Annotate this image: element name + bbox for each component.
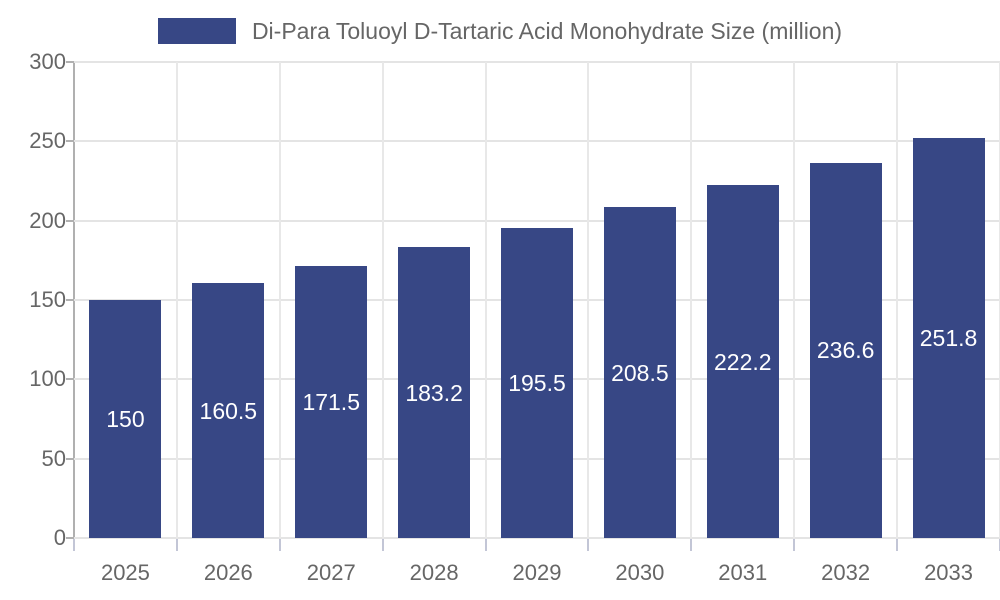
gridline-vertical: [175, 62, 178, 538]
gridline-vertical: [896, 62, 899, 538]
y-axis-tick-label: 200: [29, 207, 66, 233]
x-axis-tick-label: 2032: [821, 560, 871, 585]
x-axis-tick-label: 2030: [615, 560, 665, 585]
x-axis-tick-label: 2027: [306, 560, 356, 585]
legend-label: Di-Para Toluoyl D-Tartaric Acid Monohydr…: [251, 17, 843, 44]
bar-value-label: 195.5: [508, 369, 566, 396]
bar[interactable]: [192, 283, 265, 538]
x-axis-tick-mark: [587, 539, 590, 551]
x-axis-tick-mark: [484, 539, 487, 551]
bar[interactable]: [501, 227, 573, 538]
bar-value-label: 171.5: [302, 388, 360, 415]
bar-value-label: 150: [106, 406, 145, 432]
x-axis-tick-label: 2031: [718, 560, 768, 585]
x-axis-tick-label: 2028: [409, 560, 459, 585]
x-axis-tick-label: 2025: [100, 560, 150, 585]
gridline-vertical: [278, 62, 281, 538]
y-axis-tick-label: 150: [29, 287, 66, 312]
y-axis-tick-labels: 0 50 100 150 200 250 300: [0, 0, 74, 600]
bar-value-label: 236.6: [816, 337, 875, 364]
x-axis-tick-label: 2029: [512, 560, 562, 585]
x-axis-tick-mark: [381, 539, 384, 551]
y-axis-tick-label: 50: [41, 445, 66, 471]
x-axis-tick-mark: [690, 539, 693, 551]
y-axis-tick-label: 300: [29, 49, 66, 74]
bar[interactable]: [809, 162, 882, 538]
bar[interactable]: [398, 247, 471, 538]
gridline-vertical: [793, 62, 796, 538]
gridline-horizontal: [74, 219, 1000, 222]
gridline-horizontal: [74, 140, 1000, 143]
x-axis-tick-label: 2026: [203, 560, 253, 585]
y-axis-tick-mark: [66, 378, 74, 381]
y-axis-tick-label: 0: [53, 525, 66, 550]
y-axis-tick-mark: [66, 299, 74, 301]
y-axis-line: [73, 62, 75, 540]
bar-value-label: 222.2: [713, 348, 772, 375]
chart-legend: Di-Para Toluoyl D-Tartaric Acid Monohydr…: [0, 10, 1000, 52]
x-axis-tick-mark: [175, 539, 178, 551]
x-axis-tick-label: 2033: [924, 560, 974, 585]
bar-value-label: 208.5: [611, 359, 669, 386]
y-axis-tick-mark: [66, 537, 74, 539]
bar-value-label: 251.8: [919, 325, 978, 352]
bar[interactable]: [706, 185, 779, 538]
gridline-vertical: [690, 62, 693, 538]
bar[interactable]: [295, 265, 368, 538]
y-axis-tick-mark: [66, 140, 74, 143]
bar[interactable]: [603, 207, 676, 538]
y-axis-tick-label: 250: [29, 128, 66, 154]
legend-color-swatch[interactable]: [157, 18, 236, 44]
bar-value-label: 183.2: [405, 379, 463, 406]
x-axis-tick-mark: [278, 539, 281, 551]
gridline-vertical: [484, 62, 487, 538]
gridline-horizontal: [74, 61, 1000, 63]
x-axis-tick-mark: [793, 539, 796, 551]
gridline-horizontal: [74, 537, 1000, 539]
x-axis-tick-mark: [896, 539, 899, 551]
gridline-vertical: [381, 62, 384, 538]
bar[interactable]: [912, 138, 985, 538]
y-axis-tick-mark: [66, 61, 74, 63]
bar-value-label: 160.5: [199, 397, 258, 424]
y-axis-tick-label: 100: [29, 366, 66, 392]
bar[interactable]: [89, 300, 162, 538]
gridline-vertical: [587, 62, 590, 538]
y-axis-tick-mark: [66, 457, 74, 460]
plot-area: [74, 61, 1000, 539]
y-axis-tick-mark: [66, 219, 74, 222]
x-axis-tick-mark: [73, 539, 75, 551]
